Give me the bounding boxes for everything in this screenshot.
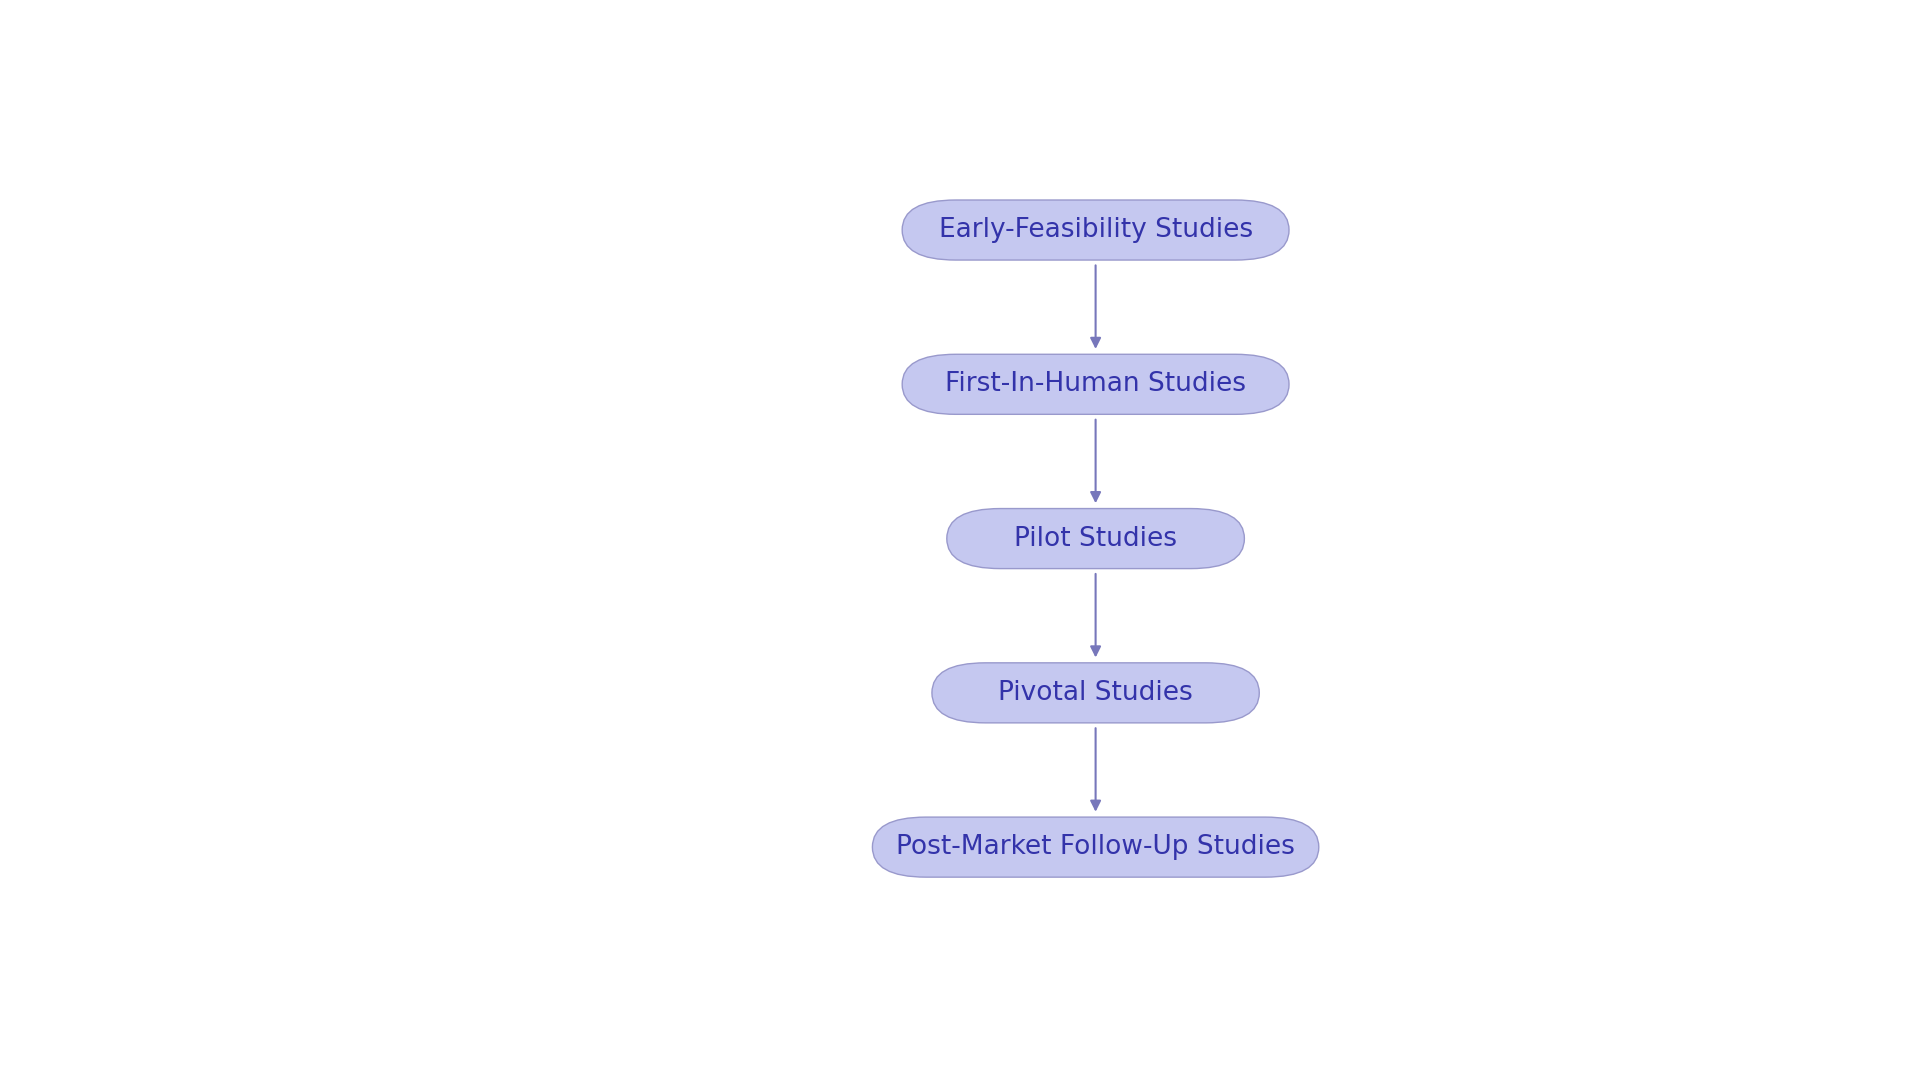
Text: Early-Feasibility Studies: Early-Feasibility Studies — [939, 217, 1252, 243]
Text: Post-Market Follow-Up Studies: Post-Market Follow-Up Studies — [897, 834, 1294, 860]
FancyBboxPatch shape — [931, 663, 1260, 722]
Text: Pilot Studies: Pilot Studies — [1014, 525, 1177, 551]
FancyBboxPatch shape — [902, 200, 1288, 260]
Text: Pivotal Studies: Pivotal Studies — [998, 680, 1192, 706]
Text: First-In-Human Studies: First-In-Human Studies — [945, 371, 1246, 397]
FancyBboxPatch shape — [872, 817, 1319, 877]
FancyBboxPatch shape — [902, 354, 1288, 415]
FancyBboxPatch shape — [947, 509, 1244, 569]
